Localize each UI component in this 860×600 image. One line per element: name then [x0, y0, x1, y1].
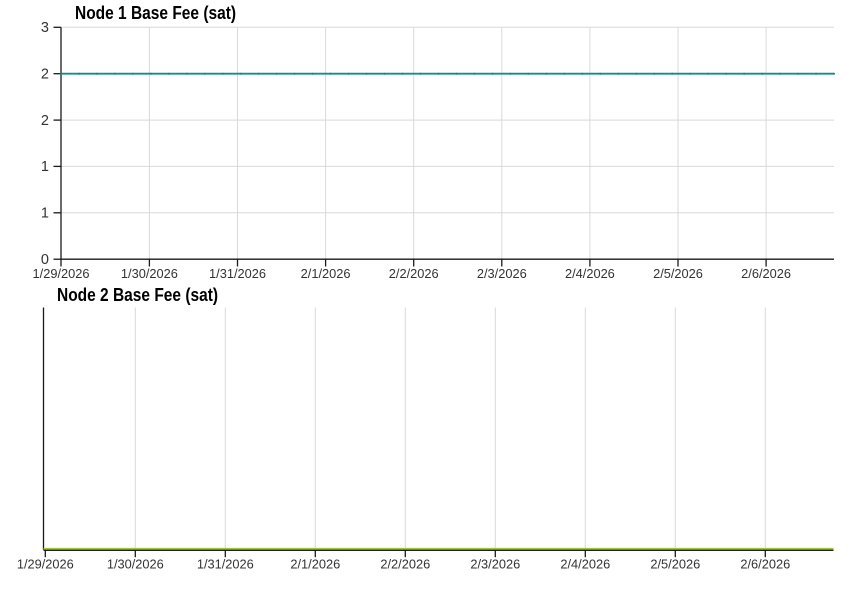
svg-text:2/4/2026: 2/4/2026	[565, 266, 615, 281]
svg-text:1: 1	[41, 159, 49, 175]
svg-text:2/4/2026: 2/4/2026	[560, 557, 610, 572]
svg-text:1/29/2026: 1/29/2026	[33, 266, 90, 281]
svg-text:1/30/2026: 1/30/2026	[121, 266, 178, 281]
svg-text:1/31/2026: 1/31/2026	[197, 557, 254, 572]
svg-text:1/30/2026: 1/30/2026	[107, 557, 164, 572]
svg-text:2/3/2026: 2/3/2026	[477, 266, 527, 281]
svg-text:1: 1	[41, 206, 49, 222]
svg-text:2/3/2026: 2/3/2026	[470, 557, 520, 572]
svg-text:2/6/2026: 2/6/2026	[740, 557, 790, 572]
svg-text:2/1/2026: 2/1/2026	[290, 557, 340, 572]
svg-text:2: 2	[41, 113, 49, 129]
svg-text:2/1/2026: 2/1/2026	[301, 266, 351, 281]
svg-text:2/6/2026: 2/6/2026	[741, 266, 791, 281]
svg-text:1/31/2026: 1/31/2026	[209, 266, 266, 281]
svg-text:2/2/2026: 2/2/2026	[389, 266, 439, 281]
svg-text:2/2/2026: 2/2/2026	[380, 557, 430, 572]
svg-text:3: 3	[41, 20, 49, 36]
svg-text:2/5/2026: 2/5/2026	[650, 557, 700, 572]
svg-text:1/29/2026: 1/29/2026	[17, 557, 74, 572]
svg-text:2/5/2026: 2/5/2026	[653, 266, 703, 281]
svg-text:2: 2	[41, 66, 49, 82]
